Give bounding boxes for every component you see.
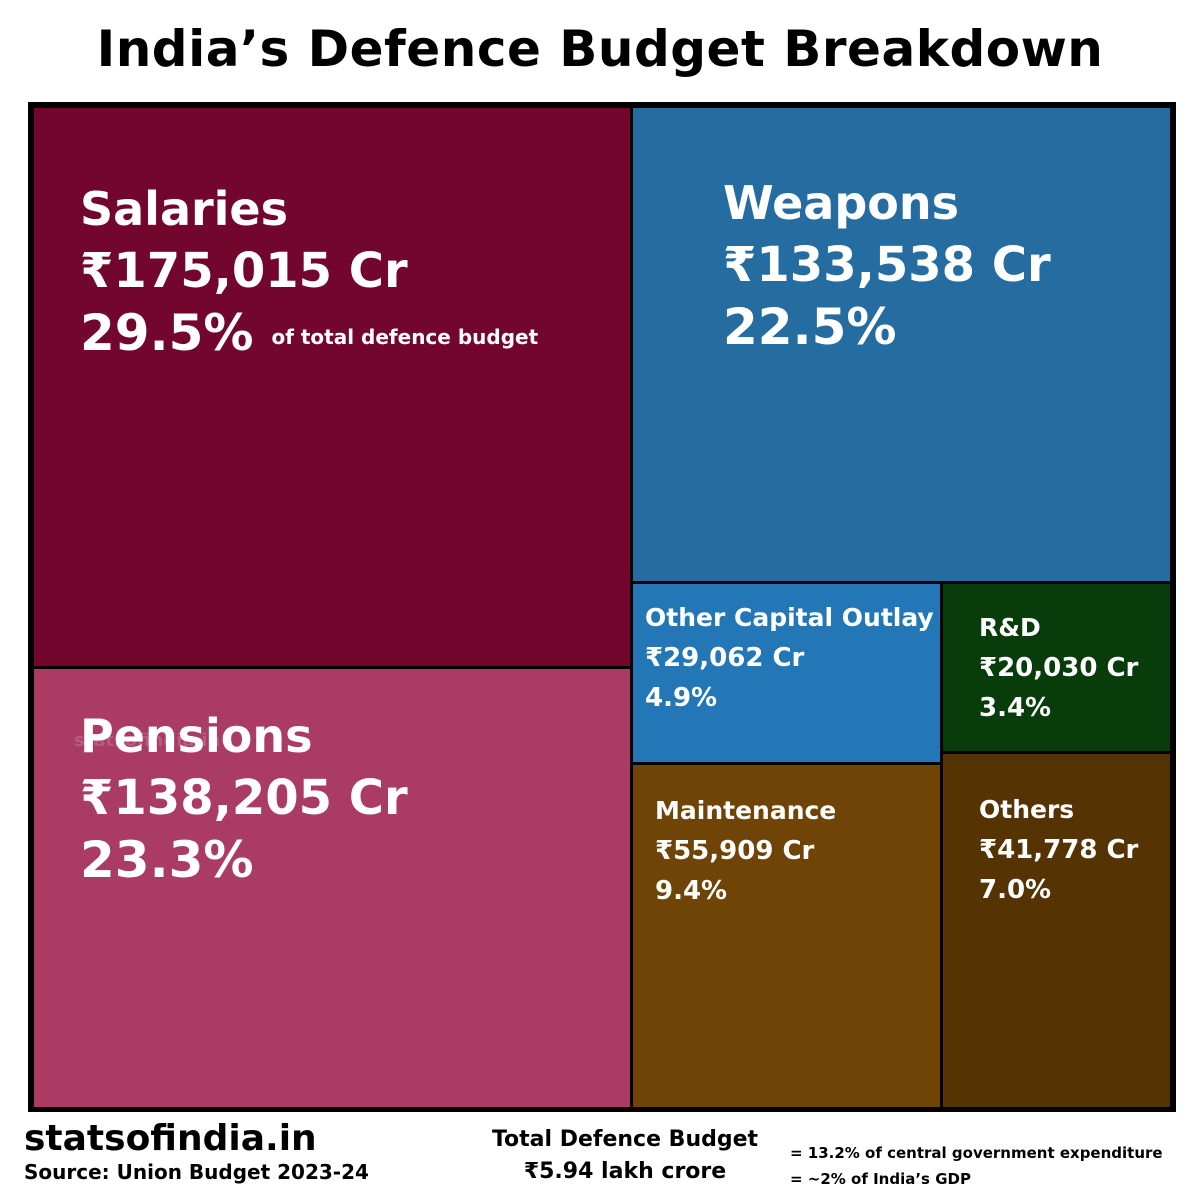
tile-label: Weapons xyxy=(723,176,959,230)
note-expenditure: = 13.2% of central government expenditur… xyxy=(790,1144,1163,1162)
chart-title: India’s Defence Budget Breakdown xyxy=(96,20,1104,78)
tile-value: ₹138,205 Cr xyxy=(80,770,408,826)
percent-note: of total defence budget xyxy=(271,324,539,349)
tile-percent: 29.5% of total defence budget xyxy=(80,302,630,368)
total-value: ₹5.94 lakh crore xyxy=(523,1159,727,1184)
source-text: Source: Union Budget 2023-24 xyxy=(24,1160,369,1184)
tile-maintenance: Maintenance ₹55,909 Cr 9.4% xyxy=(633,765,940,1107)
tile-percent: 23.3% xyxy=(80,831,254,889)
treemap: Salaries ₹175,015 Cr 29.5% of total defen… xyxy=(28,102,1176,1112)
percent-text: 29.5% xyxy=(80,304,254,362)
tile-value: ₹133,538 Cr xyxy=(723,237,1051,293)
tile-salaries: Salaries ₹175,015 Cr 29.5% of total defen… xyxy=(34,108,630,666)
tile-percent: 4.9% xyxy=(645,683,718,713)
tile-percent: 9.4% xyxy=(655,876,728,906)
tile-value: ₹175,015 Cr xyxy=(80,243,408,299)
tile-weapons: Weapons ₹133,538 Cr 22.5% xyxy=(633,108,1170,581)
tile-other-capital-outlay: Other Capital Outlay ₹29,062 Cr 4.9% xyxy=(633,584,940,762)
tile-rnd: R&D ₹20,030 Cr 3.4% xyxy=(943,584,1170,751)
tile-label: Salaries xyxy=(80,182,289,236)
tile-label: Pensions xyxy=(80,709,313,763)
tile-percent: 22.5% xyxy=(723,298,897,356)
total-label: Total Defence Budget xyxy=(491,1127,759,1152)
tile-percent: 3.4% xyxy=(979,693,1052,723)
tile-label: Maintenance xyxy=(655,796,837,825)
watermark: statsofindia.in xyxy=(74,730,221,751)
tile-label: Other Capital Outlay xyxy=(645,603,934,632)
tile-label: Others xyxy=(979,795,1075,824)
tile-value: ₹29,062 Cr xyxy=(645,643,805,673)
total-budget: Total Defence Budget ₹5.94 lakh crore xyxy=(455,1124,795,1188)
tile-value: ₹41,778 Cr xyxy=(979,835,1139,865)
tile-label: R&D xyxy=(979,613,1041,642)
tile-value: ₹20,030 Cr xyxy=(979,653,1139,683)
brand-text: statsofindia.in xyxy=(24,1118,317,1159)
note-gdp: = ~2% of India’s GDP xyxy=(790,1170,971,1188)
budget-notes: = 13.2% of central government expenditur… xyxy=(790,1140,1163,1192)
tile-percent: 7.0% xyxy=(979,875,1052,905)
tile-others: Others ₹41,778 Cr 7.0% xyxy=(943,754,1170,1107)
tile-value: ₹55,909 Cr xyxy=(655,836,815,866)
tile-pensions: Pensions ₹138,205 Cr 23.3% xyxy=(34,669,630,1107)
